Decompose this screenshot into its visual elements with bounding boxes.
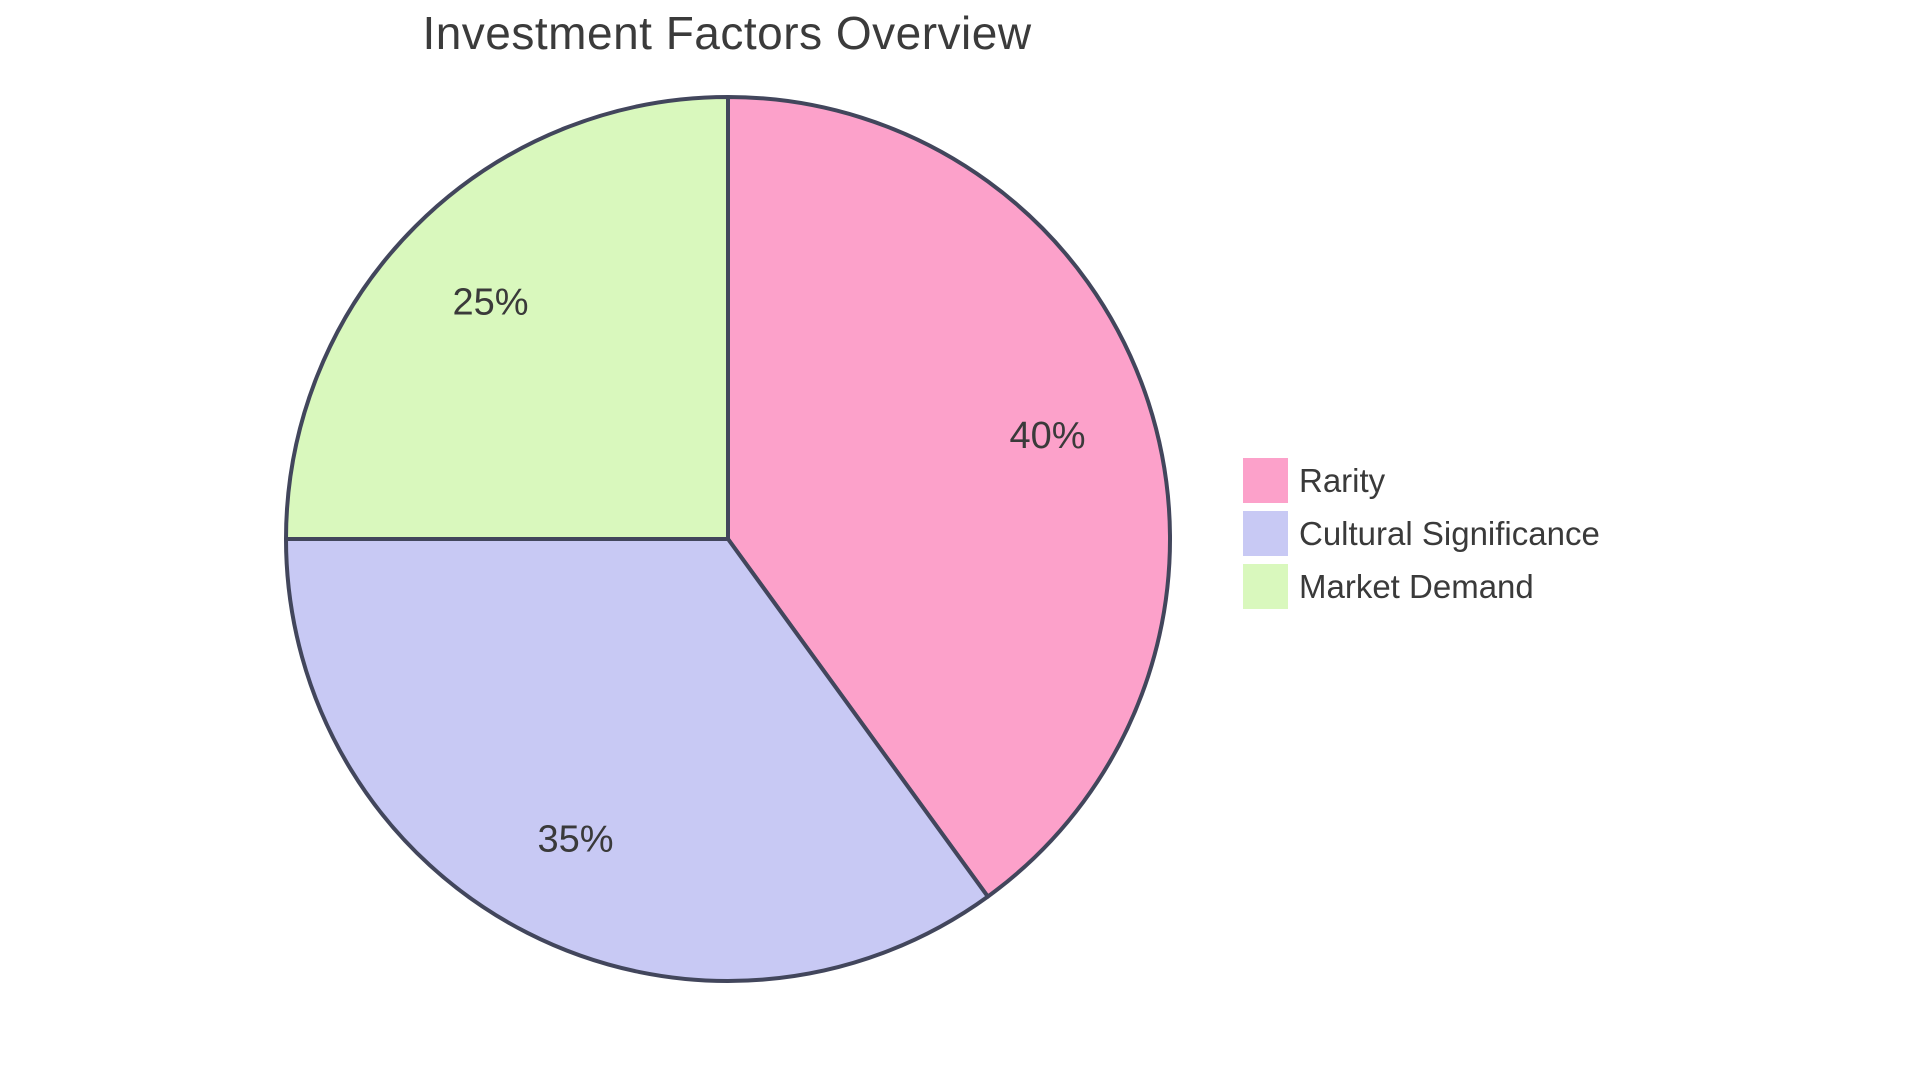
chart-title: Investment Factors Overview xyxy=(422,7,1032,59)
slice-label: 25% xyxy=(452,282,528,324)
legend-label: Cultural Significance xyxy=(1299,515,1600,552)
legend-item-rarity[interactable]: Rarity xyxy=(1243,458,1600,503)
slice-label: 40% xyxy=(1009,415,1085,457)
legend: Rarity Cultural Significance Market Demand xyxy=(1243,458,1600,617)
legend-item-cultural-significance[interactable]: Cultural Significance xyxy=(1243,511,1600,556)
legend-swatch xyxy=(1243,564,1288,609)
legend-swatch xyxy=(1243,511,1288,556)
legend-label: Market Demand xyxy=(1299,568,1534,605)
legend-label: Rarity xyxy=(1299,462,1386,499)
pie-slice-cultural-significance[interactable] xyxy=(284,537,990,984)
pie-slice-market-demand[interactable] xyxy=(284,95,730,541)
legend-item-market-demand[interactable]: Market Demand xyxy=(1243,564,1600,609)
slice-label: 35% xyxy=(537,818,613,860)
pie-slice-rarity[interactable] xyxy=(726,95,1173,899)
legend-swatch xyxy=(1243,458,1288,503)
